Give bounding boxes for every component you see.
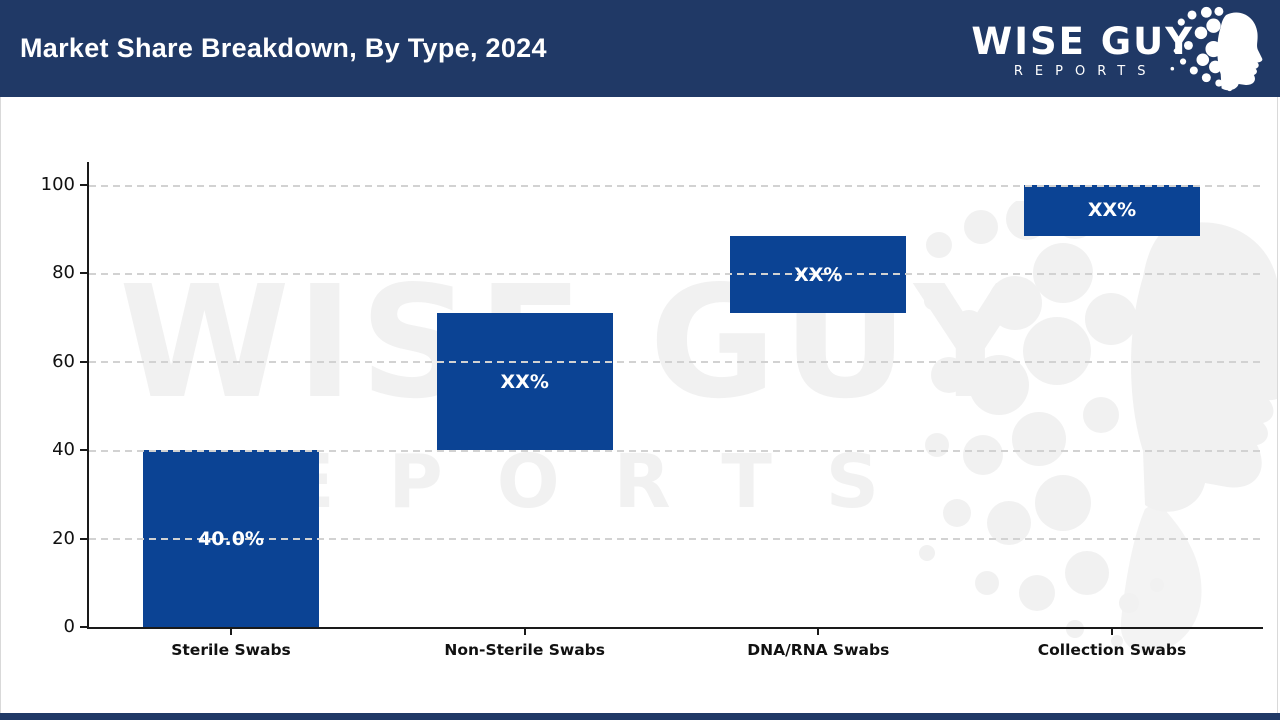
x-tick [523, 629, 526, 635]
grid-line [89, 184, 1263, 187]
x-category-label: Sterile Swabs [171, 641, 291, 659]
header-banner: Market Share Breakdown, By Type, 2024 WI… [0, 0, 1280, 97]
x-tick [817, 629, 820, 635]
x-category-label: Non-Sterile Swabs [444, 641, 605, 659]
bar-3 [1024, 185, 1200, 236]
page-title: Market Share Breakdown, By Type, 2024 [20, 33, 547, 63]
bar-value-label: XX% [794, 263, 843, 286]
bar-value-label: XX% [500, 370, 549, 393]
y-tick [80, 626, 89, 628]
y-tick-label: 20 [52, 527, 75, 549]
x-axis-line [87, 627, 1263, 629]
bar-1 [436, 313, 613, 451]
logo-line2: REPORTS [1013, 63, 1158, 79]
y-tick-label: 0 [63, 616, 75, 637]
y-tick-label: 40 [52, 439, 75, 461]
y-tick-label: 100 [40, 174, 75, 195]
x-category-label: DNA/RNA Swabs [747, 641, 890, 659]
logo-line1: WISE GUY [971, 19, 1194, 63]
y-tick [80, 360, 89, 363]
watermark-face-icon [919, 201, 1277, 654]
footer-bar [0, 713, 1280, 720]
x-tick [230, 629, 232, 635]
plot-area: WISE GUY REPORTS 40.0% Sterile Swabs XX% No… [1, 97, 1277, 718]
dotted-face-profile-icon [1170, 6, 1263, 92]
grid-line [89, 272, 1263, 275]
chart-panel: WISE GUY REPORTS 40.0% Sterile Swabs XX% No… [0, 97, 1278, 719]
x-category-label: Collection Swabs [1037, 641, 1187, 659]
y-axis-line [87, 162, 89, 629]
y-tick [80, 537, 89, 540]
grid-line [89, 538, 1263, 541]
grid-line [89, 449, 1263, 452]
bar-value-label: 40.0% [198, 527, 264, 550]
bar-value-label: XX% [1087, 199, 1137, 222]
y-tick-label: 60 [52, 350, 75, 372]
y-tick-label: 80 [52, 262, 75, 284]
logo-wordmark: WISE GUY REPORTS [971, 20, 1194, 79]
y-tick [80, 272, 89, 275]
grid-line [89, 361, 1263, 364]
x-tick [1111, 629, 1113, 635]
y-tick [80, 184, 89, 186]
y-tick [80, 449, 89, 452]
wise-guy-reports-logo: WISE GUY REPORTS [971, 6, 1270, 92]
